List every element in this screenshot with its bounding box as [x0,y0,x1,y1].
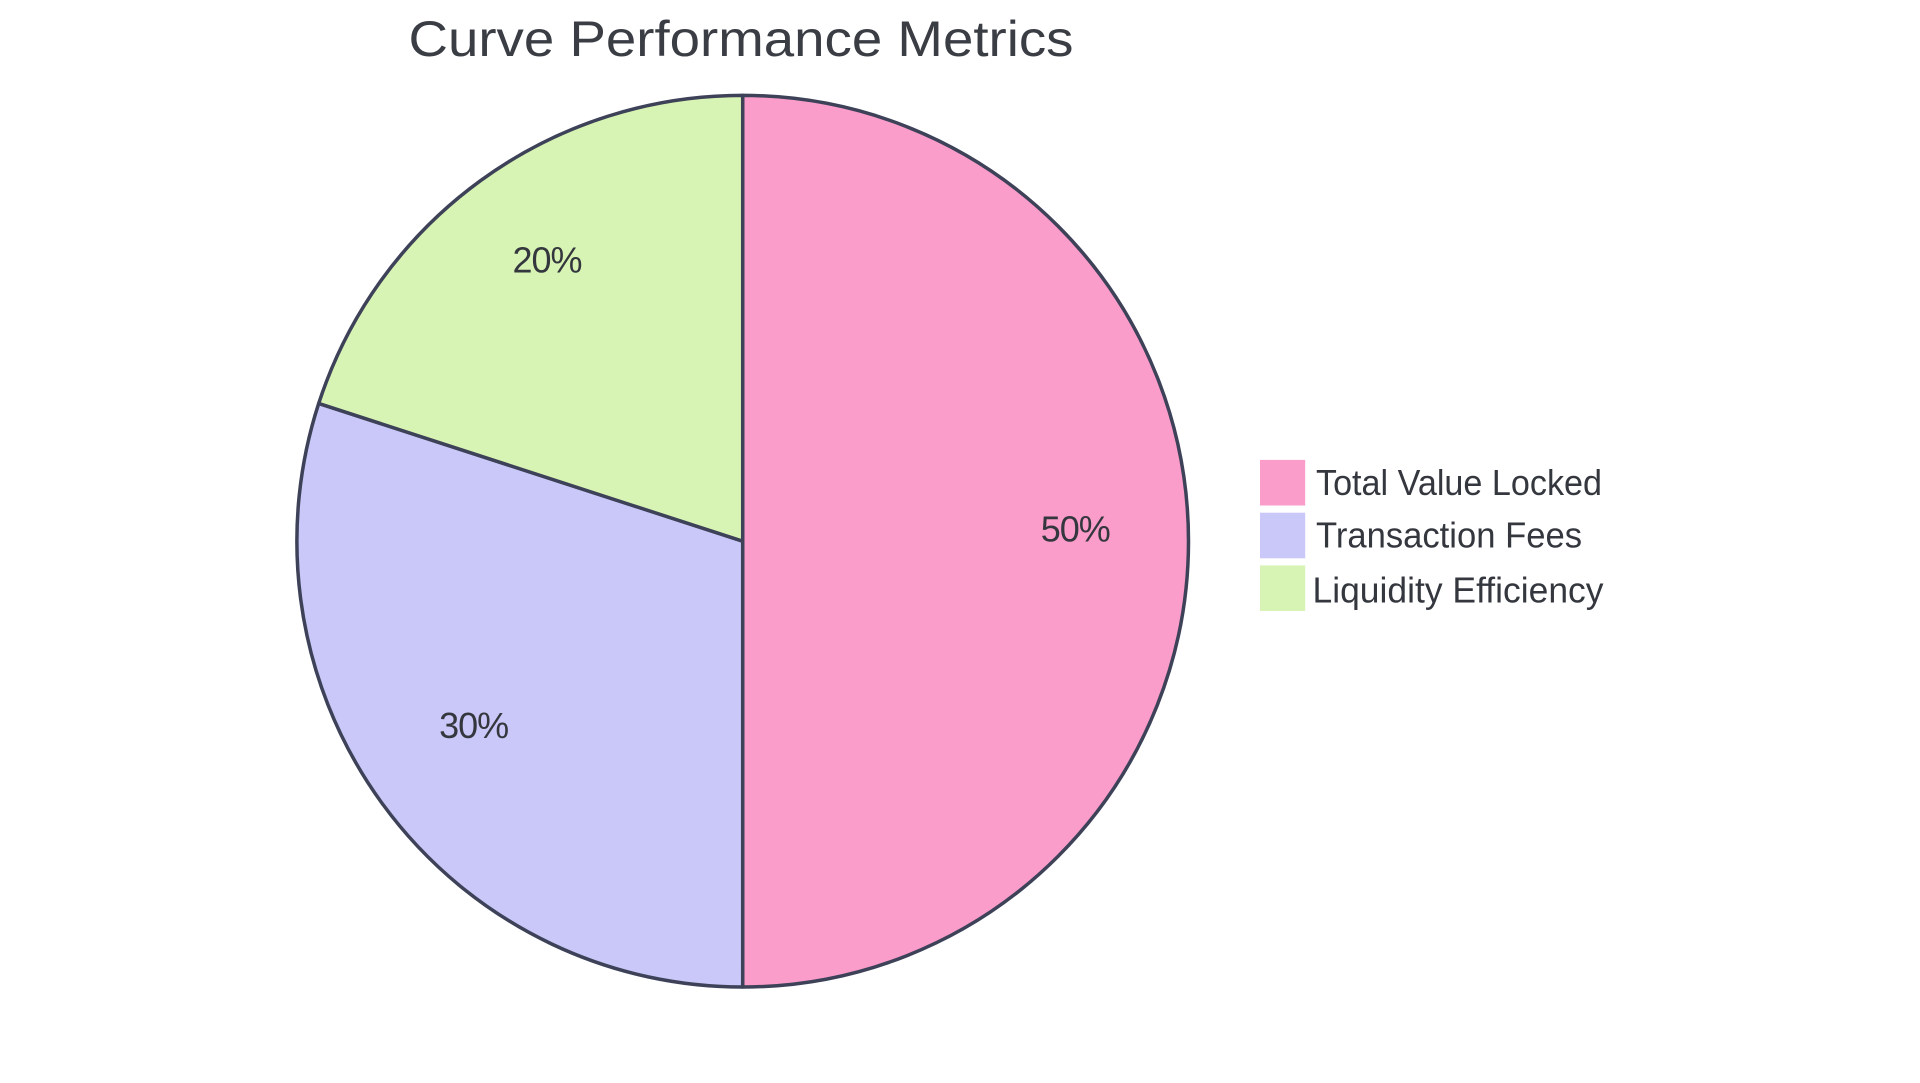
svg-text:Liquidity Efficiency: Liquidity Efficiency [1313,570,1604,611]
svg-text:20%: 20% [512,240,581,281]
svg-text:Transaction Fees: Transaction Fees [1316,515,1582,556]
svg-text:50%: 50% [1041,509,1110,550]
svg-text:Curve Performance Metrics: Curve Performance Metrics [409,11,1074,67]
svg-text:30%: 30% [439,705,508,746]
svg-text:Total Value Locked: Total Value Locked [1316,462,1602,503]
